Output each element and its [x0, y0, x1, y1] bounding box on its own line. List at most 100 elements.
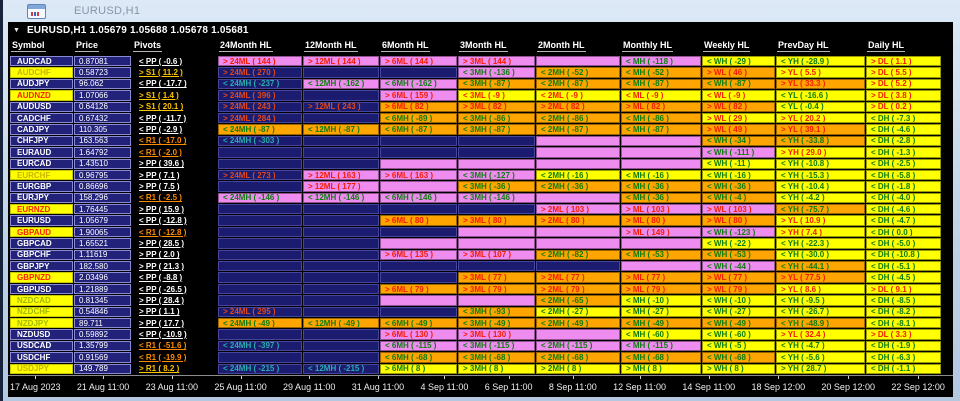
hl-cell-2m: > 2ML ( 82 ) [536, 101, 620, 112]
table-row: AUDUSD 0.64126 > S1 ( 20.1 ) > 24ML ( 243 )… [8, 101, 953, 112]
hl-cell-2m [536, 56, 620, 67]
axis-label: 25 Aug 11:00 [214, 376, 267, 392]
hl-cell-yd: < YH ( -44.1 ) [776, 261, 865, 272]
hl-cell-3m: > 3ML ( 130 ) [458, 329, 535, 340]
price-cell: 0.87081 [74, 56, 131, 67]
symbol-cell: USDCAD [10, 340, 73, 352]
hl-cell-w: > WH ( 8 ) [702, 363, 775, 374]
hl-cell-d: < DH ( -5.8 ) [866, 169, 941, 181]
hl-cell-12m [303, 329, 379, 340]
hl-cell-24m: > 24ML ( 144 ) [218, 56, 302, 67]
hl-cell-d: < DH ( -6.3 ) [866, 352, 941, 363]
hl-cell-6m [380, 147, 457, 158]
axis-label: 18 Sep 12:00 [751, 376, 806, 392]
hl-cell-yd: > YL ( 5.5 ) [776, 67, 865, 78]
hl-cell-yd: > YL ( 33.3 ) [776, 78, 865, 90]
table-row: GBPCHF 1.11619 > PP ( 2.0 ) > 6ML ( 135 ) > … [8, 249, 953, 261]
price-cell: 1.35799 [74, 340, 131, 352]
hl-cell-12m [303, 147, 379, 158]
hl-cell-2m: < 2MH ( -49 ) [536, 317, 620, 329]
hl-cell-12m [303, 67, 379, 78]
quote-ohlc-text: EURUSD,H1 1.05679 1.05688 1.05678 1.0568… [26, 25, 249, 36]
hl-cell-6m [380, 295, 457, 306]
hl-cell-d: < DH ( -10.8 ) [866, 249, 941, 261]
hl-cell-6m [380, 226, 457, 238]
hl-cell-d: < DH ( -8.1 ) [866, 317, 941, 329]
hl-cell-1m: < ML ( -9 ) [621, 90, 701, 101]
hl-cell-3m: < 3MH ( -86 ) [458, 112, 535, 124]
hl-cell-12m: < 12MH ( -215 ) [303, 363, 379, 374]
header-cell-1m: Monthly HL [622, 40, 673, 52]
hl-cell-24m [218, 204, 302, 215]
hl-cell-2m [536, 158, 620, 169]
axis-label: 12 Sep 11:00 [613, 376, 666, 392]
hl-cell-6m: < 6MH ( -115 ) [380, 340, 457, 352]
hl-cell-d: > DL ( 5.2 ) [866, 78, 941, 90]
hl-cell-w: < WH ( -34 ) [702, 135, 775, 147]
collapse-arrow-icon[interactable]: ▼ [13, 27, 20, 34]
hl-cell-1m: > ML ( 149 ) [621, 226, 701, 238]
hl-cell-1m: < MH ( -87 ) [621, 124, 701, 135]
table-row: GBPAUD 1.90065 < R1 ( -12.8 ) > ML ( 149 ) <… [8, 226, 953, 238]
hl-cell-3m: < 3ML ( -9 ) [458, 90, 535, 101]
symbol-cell: EURJPY [10, 192, 73, 204]
hl-cell-yd: < YH ( -9.5 ) [776, 295, 865, 306]
pivot-cell: > PP ( 2.0 ) [139, 250, 180, 260]
hl-cell-d: < DH ( -7.3 ) [866, 112, 941, 124]
hl-cell-6m: > 6ML ( 82 ) [380, 101, 457, 112]
hl-cell-2m: > 2ML ( 103 ) [536, 204, 620, 215]
header-cell-d: Daily HL [867, 40, 906, 52]
hl-cell-6m [380, 261, 457, 272]
table-row: EURGBP 0.86696 > PP ( 7.5 ) > 12ML ( 177 ) <… [8, 181, 953, 192]
pivot-cell: > PP ( 15.9 ) [139, 204, 184, 214]
hl-cell-12m [303, 204, 379, 215]
hl-cell-w: < WH ( -4 ) [702, 192, 775, 204]
titlebar[interactable]: EURUSD,H1 [0, 0, 960, 22]
hl-cell-w: < WH ( -22 ) [702, 238, 775, 249]
hl-cell-24m: > 24ML ( 243 ) [218, 101, 302, 112]
axis-label: 6 Sep 11:00 [484, 376, 533, 392]
symbol-cell: AUDNZD [10, 90, 73, 101]
pivot-cell: < PP ( -0.6 ) [139, 56, 183, 66]
hl-cell-6m: > 6ML ( 79 ) [380, 283, 457, 295]
chart-area: ▼ EURUSD,H1 1.05679 1.05688 1.05678 1.05… [8, 22, 953, 397]
pivot-cell: > PP ( 28.4 ) [139, 295, 184, 305]
pivot-cell: > S1 ( 1.4 ) [139, 90, 179, 100]
hl-cell-3m: < 3MH ( -136 ) [458, 67, 535, 78]
hl-cell-12m [303, 249, 379, 261]
price-cell: 0.91569 [74, 352, 131, 363]
hl-cell-3m: < 3MH ( -49 ) [458, 317, 535, 329]
axis-label: 8 Sep 11:00 [548, 376, 597, 392]
pivot-cell: > PP ( 28.5 ) [139, 238, 184, 248]
hl-cell-yd: < YH ( -4.7 ) [776, 340, 865, 352]
hl-cell-1m: < MH ( -87 ) [621, 78, 701, 90]
hl-cell-6m [380, 238, 457, 249]
table-row: CADCHF 0.67432 < PP ( -11.7 ) > 24ML ( 284 … [8, 112, 953, 124]
hl-cell-24m [218, 226, 302, 238]
hl-cell-yd: < YH ( -4.2 ) [776, 192, 865, 204]
hl-cell-d: < DH ( -8.2 ) [866, 306, 941, 317]
hl-cell-3m [458, 204, 535, 215]
hl-cell-1m: < MH ( -49 ) [621, 317, 701, 329]
hl-cell-12m: > 12ML ( 243 ) [303, 101, 379, 112]
symbol-cell: NZDCAD [10, 295, 73, 306]
hl-cell-6m: < 6MH ( -162 ) [380, 78, 457, 90]
price-cell: 96.062 [74, 78, 131, 90]
hl-cell-3m: > 3ML ( 107 ) [458, 249, 535, 261]
hl-cell-12m [303, 340, 379, 352]
hl-cell-yd: < YH ( -26.7 ) [776, 306, 865, 317]
hl-cell-w: < WH ( -11 ) [702, 158, 775, 169]
price-cell: 0.58723 [74, 67, 131, 78]
hl-cell-24m [218, 147, 302, 158]
hl-cell-w: < WH ( -68 ) [702, 352, 775, 363]
hl-cell-24m [218, 181, 302, 192]
hl-cell-yd: < YH ( -5.6 ) [776, 352, 865, 363]
hl-cell-2m [536, 147, 620, 158]
hl-cell-6m [380, 181, 457, 192]
symbol-cell: GBPJPY [10, 261, 73, 272]
table-row: EURCHF 0.96795 > PP ( 7.1 ) > 24ML ( 273 ) >… [8, 169, 953, 181]
hl-cell-3m [458, 261, 535, 272]
pivot-cell: > PP ( 7.1 ) [139, 170, 180, 180]
symbol-cell: AUDCAD [10, 56, 73, 67]
